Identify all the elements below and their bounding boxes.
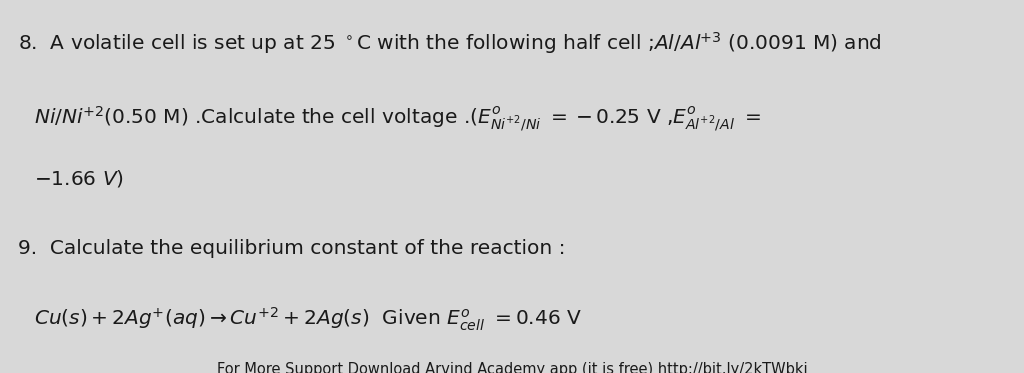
Text: For More Support Download Arvind Academy app (it is free) http://bit.ly/2kTWbki: For More Support Download Arvind Academy… [217,362,807,373]
Text: 9.  Calculate the equilibrium constant of the reaction :: 9. Calculate the equilibrium constant of… [18,239,566,258]
Text: 8.  A volatile cell is set up at 25 $^\circ$C with the following half cell ;$\it: 8. A volatile cell is set up at 25 $^\ci… [18,30,883,56]
Text: $-1.66$ $V)$: $-1.66$ $V)$ [34,168,124,189]
Text: $\it{Ni/Ni}$$^{+2}$(0.50 M) .Calculate the cell voltage .($E^{o}_{\it{Ni}^{+2}\m: $\it{Ni/Ni}$$^{+2}$(0.50 M) .Calculate t… [34,104,761,134]
Text: $\it{Cu(s) + 2Ag^{+}(aq) \rightarrow Cu^{+2} + 2Ag(s)}$  Given $E^{o}_{\it{cell}: $\it{Cu(s) + 2Ag^{+}(aq) \rightarrow Cu^… [34,306,582,333]
